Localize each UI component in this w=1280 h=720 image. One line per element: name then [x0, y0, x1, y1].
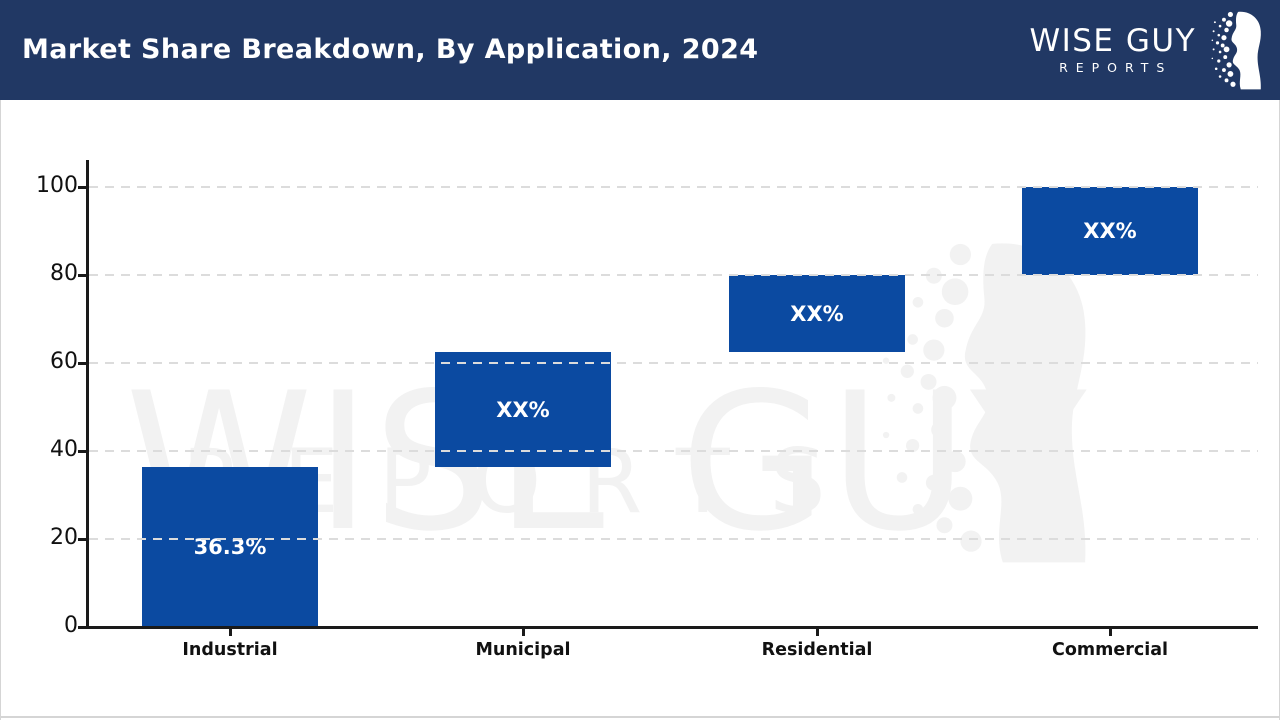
- y-tick-40: [78, 450, 86, 453]
- x-category-label: Industrial: [182, 640, 278, 660]
- bar-commercial: XX%: [1022, 187, 1198, 275]
- gridline-60: [89, 362, 1258, 364]
- y-tick-label-40: 40: [50, 437, 78, 462]
- dotted-face-icon: [1211, 11, 1261, 90]
- brand-logo-text: WISE GUY REPORTS: [1029, 25, 1196, 75]
- y-tick-label-100: 100: [36, 173, 78, 198]
- x-category-label: Municipal: [475, 640, 571, 660]
- x-tick-commercial: [1108, 627, 1112, 636]
- y-tick-80: [78, 274, 86, 277]
- gridline-80: [89, 274, 1258, 276]
- x-axis-line: [84, 626, 1258, 629]
- gridline-20: [89, 538, 1258, 540]
- left-border-line: [0, 100, 1, 720]
- bottom-border-line: [0, 716, 1280, 718]
- gridline-100: [89, 186, 1258, 188]
- x-tick-industrial: [228, 627, 232, 636]
- y-axis-line: [86, 160, 89, 629]
- y-tick-60: [78, 362, 86, 365]
- x-category-label: Residential: [761, 640, 873, 660]
- x-category-label: Commercial: [1051, 640, 1168, 660]
- chart-canvas: WISE GUY REPORTS 0 20 40 60 80 100 36.3% Indust…: [0, 100, 1280, 720]
- y-tick-20: [78, 538, 86, 541]
- bar-value-label: XX%: [790, 301, 844, 326]
- y-tick-label-20: 20: [50, 525, 78, 550]
- page-title: Market Share Breakdown, By Application, …: [22, 34, 759, 65]
- bar-residential: XX%: [729, 275, 905, 352]
- y-tick-label-60: 60: [50, 349, 78, 374]
- bar-industrial: 36.3%: [142, 467, 318, 627]
- y-tick-0: [78, 626, 86, 629]
- brand-logo: WISE GUY REPORTS: [1029, 6, 1266, 94]
- bar-value-label: XX%: [1083, 219, 1137, 243]
- bar-value-label: XX%: [496, 397, 550, 422]
- y-tick-label-80: 80: [50, 261, 78, 286]
- brand-subname: REPORTS: [1059, 59, 1173, 75]
- x-tick-municipal: [521, 627, 525, 636]
- y-tick-100: [78, 186, 86, 189]
- y-tick-label-0: 0: [64, 613, 78, 638]
- x-tick-residential: [815, 627, 819, 636]
- header-bar: Market Share Breakdown, By Application, …: [0, 0, 1280, 100]
- bar-municipal: XX%: [435, 352, 611, 468]
- brand-name: WISE GUY: [1029, 23, 1196, 60]
- gridline-40: [89, 450, 1258, 452]
